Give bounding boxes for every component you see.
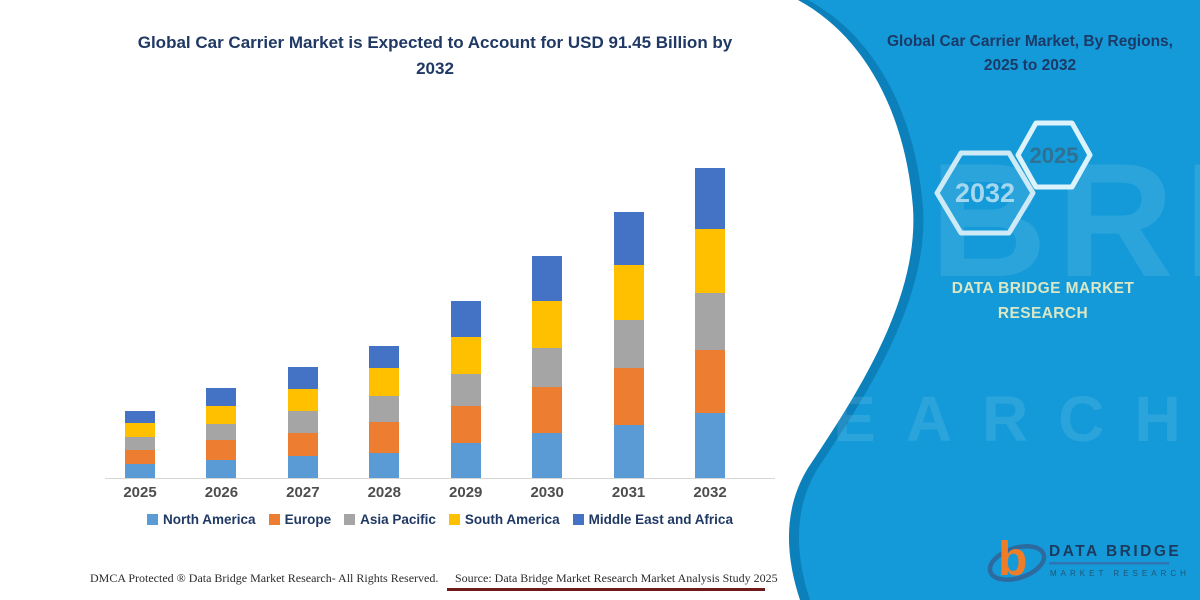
bar-segment-north-america xyxy=(450,443,481,478)
bar-segment-asia-pacific xyxy=(125,437,155,450)
bar-segment-north-america xyxy=(532,432,563,478)
legend-label: South America xyxy=(464,512,560,527)
stacked-bar-2030 xyxy=(532,256,563,478)
bar-segment-asia-pacific xyxy=(695,292,725,350)
bar-segment-asia-pacific xyxy=(532,347,563,387)
stacked-bar-2026 xyxy=(206,388,237,478)
stacked-bar-2031 xyxy=(613,211,644,478)
legend-swatch-icon xyxy=(268,514,280,525)
bar-segment-europe xyxy=(206,440,237,460)
legend-label: Asia Pacific xyxy=(360,512,436,527)
x-axis-label-2030: 2030 xyxy=(530,484,564,501)
bar-segment-europe xyxy=(695,349,725,413)
bar-segment-asia-pacific xyxy=(206,423,237,441)
legend-label: North America xyxy=(163,512,256,527)
bar-segment-europe xyxy=(125,449,155,464)
logo-swoosh-icon xyxy=(987,544,1047,582)
legend-item-europe: Europe xyxy=(268,512,332,527)
x-axis-label-2032: 2032 xyxy=(693,484,727,501)
stacked-bar-2027 xyxy=(287,366,318,478)
bar-segment-south-america xyxy=(695,228,725,293)
x-axis-label-2027: 2027 xyxy=(286,484,320,501)
x-axis-label-2028: 2028 xyxy=(367,484,401,501)
hexagon-badges: 2032 2025 xyxy=(934,120,1093,236)
bar-segment-asia-pacific xyxy=(369,396,400,423)
company-logo: b DATA BRIDGE MARKET RESEARCH xyxy=(987,533,1190,586)
side-panel-title: Global Car Carrier Market, By Regions, 2… xyxy=(887,33,1173,75)
bar-segment-europe xyxy=(287,432,318,457)
legend-swatch-icon xyxy=(572,514,584,525)
hexagon-2025-icon xyxy=(1015,120,1093,190)
bar-segment-south-america xyxy=(125,423,155,438)
logo-b-icon: b xyxy=(998,533,1027,586)
legend-item-asia-pacific: Asia Pacific xyxy=(344,512,436,527)
bar-segment-north-america xyxy=(287,456,318,478)
legend-label: Middle East and Africa xyxy=(588,512,733,527)
stacked-bar-2032 xyxy=(695,168,725,478)
hexagon-2032-icon xyxy=(934,150,1036,236)
legend-swatch-icon xyxy=(344,514,356,525)
bar-segment-middle-east-and-africa xyxy=(206,388,237,406)
stacked-bar-2029 xyxy=(450,300,481,478)
bar-segment-asia-pacific xyxy=(613,319,644,369)
x-axis-label-2029: 2029 xyxy=(449,484,483,501)
source-note: Source: Data Bridge Market Research Mark… xyxy=(455,571,778,585)
brand-line1: DATA BRIDGE MARKET xyxy=(951,280,1135,297)
bar-segment-south-america xyxy=(369,367,400,397)
brand-line2: RESEARCH xyxy=(997,304,1089,322)
x-axis-label-2026: 2026 xyxy=(204,484,239,501)
bar-segment-europe xyxy=(369,422,400,453)
bar-segment-south-america xyxy=(532,301,563,348)
bar-segment-middle-east-and-africa xyxy=(695,168,725,229)
bar-segment-middle-east-and-africa xyxy=(287,366,318,389)
x-axis-label-2025: 2025 xyxy=(123,484,157,501)
chart-title-line2: 2032 xyxy=(416,58,454,78)
bar-segment-south-america xyxy=(287,388,318,412)
x-axis-label-2031: 2031 xyxy=(611,484,646,501)
stacked-bar-2028 xyxy=(369,345,400,478)
bar-segment-europe xyxy=(450,405,481,444)
logo-text: DATA BRIDGE xyxy=(1049,543,1181,560)
stacked-bar-2025 xyxy=(125,411,155,478)
bar-segment-europe xyxy=(532,386,563,433)
chart-legend: North America Europe Asia Pacific South Ame… xyxy=(90,512,790,527)
chart-title-line1: Global Car Carrier Market is Expected to… xyxy=(137,33,733,52)
bar-segment-south-america xyxy=(206,405,237,424)
bar-segment-north-america xyxy=(613,424,644,478)
legend-item-south-america: South America xyxy=(448,512,560,527)
bar-segment-asia-pacific xyxy=(450,373,481,406)
bar-segment-middle-east-and-africa xyxy=(450,300,481,337)
hexagon-2025-label: 2025 xyxy=(1030,143,1079,168)
legend-item-middle-east-and-africa: Middle East and Africa xyxy=(572,512,733,527)
chart-title: Global Car Carrier Market is Expected to… xyxy=(88,30,782,81)
bar-segment-middle-east-and-africa xyxy=(532,256,563,302)
bar-segment-middle-east-and-africa xyxy=(369,345,400,368)
hexagon-2032-label: 2032 xyxy=(955,178,1015,208)
bar-chart-plot-area xyxy=(105,156,775,478)
bar-segment-asia-pacific xyxy=(287,411,318,433)
bar-segment-north-america xyxy=(206,459,237,478)
legend-item-north-america: North America xyxy=(147,512,256,527)
bar-segment-north-america xyxy=(125,463,155,478)
dmca-notice: DMCA Protected ® Data Bridge Market Rese… xyxy=(90,571,439,585)
legend-swatch-icon xyxy=(448,514,460,525)
x-axis-line xyxy=(105,478,775,479)
logo-subtext: MARKET RESEARCH xyxy=(1050,569,1190,578)
bar-segment-north-america xyxy=(695,412,725,478)
bar-segment-middle-east-and-africa xyxy=(613,211,644,265)
legend-label: Europe xyxy=(284,512,332,527)
bar-segment-europe xyxy=(613,368,644,425)
brand-wordmark: DATA BRIDGE MARKET RESEARCH xyxy=(893,277,1193,327)
footer-divider-line xyxy=(447,588,765,591)
bar-segment-south-america xyxy=(450,336,481,374)
bar-segment-south-america xyxy=(613,264,644,320)
bar-segment-middle-east-and-africa xyxy=(125,411,155,424)
logo-underline xyxy=(1049,562,1169,565)
legend-swatch-icon xyxy=(147,514,159,525)
bar-segment-north-america xyxy=(369,452,400,478)
